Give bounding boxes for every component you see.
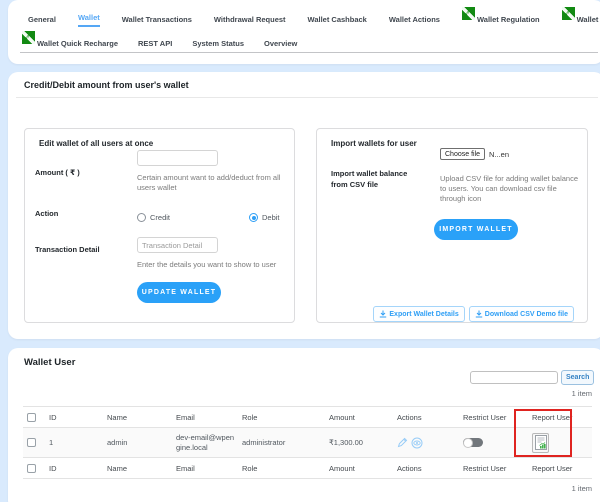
cell-report-user [528, 428, 592, 458]
header-restrict-user: Restrict User [463, 412, 507, 422]
select-all-checkbox[interactable] [27, 412, 36, 422]
restrict-user-toggle[interactable] [463, 437, 483, 448]
credit-radio[interactable]: Credit [137, 207, 170, 225]
download-icon [475, 310, 482, 318]
header-report-user: Report User [532, 412, 573, 422]
tab-wallet-regulation[interactable]: pro Wallet Regulation [461, 7, 540, 27]
tab-wallet-quick-recharge[interactable]: pro Wallet Quick Recharge [22, 31, 118, 51]
tab-general[interactable]: General [28, 15, 56, 24]
footer-restrict-user: Restrict User [463, 463, 507, 473]
cell-amount: ₹1,300.00 [329, 438, 363, 447]
update-wallet-button[interactable]: UPDATE WALLET [137, 282, 221, 303]
wallet-user-title: Wallet User [24, 357, 76, 368]
export-wallet-details-button[interactable]: Export Wallet Details [373, 306, 465, 322]
debit-radio-icon[interactable] [249, 213, 258, 222]
table-row: 1 admin dev-email@wpengine.local adminis… [23, 427, 592, 458]
tab-rest-api[interactable]: REST API [138, 39, 173, 48]
search-input[interactable] [470, 371, 558, 384]
header-role: Role [242, 412, 258, 422]
edit-card-title: Edit wallet of all users at once [39, 139, 154, 148]
transaction-detail-input[interactable] [137, 237, 218, 253]
download-icon [380, 310, 387, 318]
cell-id: 1 [49, 438, 54, 447]
cell-role: administrator [242, 438, 286, 447]
header-actions: Actions [397, 412, 422, 422]
import-balance-label: Import wallet balance from CSV file [331, 169, 408, 190]
cell-restrict-user [459, 428, 528, 458]
choose-file-button[interactable]: Choose file [440, 148, 486, 160]
tab-wallet-cashback[interactable]: Wallet Cashback [307, 15, 367, 24]
header-email: Email [176, 412, 195, 422]
footer-id: ID [49, 463, 57, 473]
tab-overview[interactable]: Overview [264, 39, 298, 48]
pro-ribbon-icon: pro [22, 31, 35, 44]
debit-radio[interactable]: Debit [249, 207, 280, 225]
transaction-detail-label: Transaction Detail [35, 245, 100, 254]
footer-actions: Actions [397, 463, 422, 473]
select-all-checkbox-bottom[interactable] [27, 463, 36, 473]
header-id: ID [49, 412, 57, 422]
tab-withdrawal-request[interactable]: Withdrawal Request [213, 15, 286, 24]
import-help: Upload CSV file for adding wallet balanc… [440, 174, 578, 204]
cell-name: admin [107, 438, 128, 447]
tab-wallet-actions[interactable]: Wallet Actions [388, 15, 440, 24]
edit-pencil-icon[interactable] [397, 437, 408, 448]
item-count-top: 1 item [571, 389, 592, 398]
tab-system-status[interactable]: System Status [192, 39, 244, 48]
import-wallet-button[interactable]: IMPORT WALLET [434, 219, 518, 240]
footer-name: Name [107, 463, 128, 473]
report-user-icon[interactable] [532, 432, 549, 453]
tabs-panel: General Wallet Wallet Transactions Withd… [8, 0, 600, 64]
pro-ribbon-icon: pro [561, 7, 575, 20]
action-label: Action [35, 209, 59, 218]
tabs-divider [20, 52, 598, 53]
tab-row-2: pro Wallet Quick Recharge REST API System… [22, 31, 298, 51]
view-eye-icon[interactable] [411, 437, 423, 449]
amount-help: Certain amount want to add/deduct from a… [137, 173, 281, 193]
tab-wallet[interactable]: Wallet [77, 13, 100, 27]
item-count-bottom: 1 item [571, 484, 592, 493]
header-name: Name [107, 412, 128, 422]
credit-debit-panel: Credit/Debit amount from user's wallet E… [8, 72, 600, 339]
pro-ribbon-icon: pro [461, 7, 475, 20]
credit-radio-icon[interactable] [137, 213, 146, 222]
section-title: Credit/Debit amount from user's wallet [24, 80, 189, 90]
edit-wallet-card: Edit wallet of all users at once Amount … [24, 128, 295, 323]
amount-label: Amount ( ₹ ) [35, 168, 80, 177]
file-chosen-text: N...en [489, 150, 510, 159]
report-document-icon [534, 435, 547, 450]
import-card-title: Import wallets for user [331, 139, 417, 148]
footer-email: Email [176, 463, 195, 473]
toggle-knob [463, 437, 473, 448]
wallet-user-panel: Wallet User Search 1 item ID Name Email … [8, 348, 600, 502]
cell-email: dev-email@wpengine.local [176, 432, 235, 452]
transaction-help: Enter the details you want to show to us… [137, 260, 277, 269]
search-button[interactable]: Search [561, 370, 595, 385]
table-header-row: ID Name Email Role Amount Actions Restri… [23, 406, 592, 428]
cell-actions [393, 428, 459, 458]
tab-wallet-transactions[interactable]: Wallet Transactions [121, 15, 192, 24]
footer-amount: Amount [329, 463, 355, 473]
header-amount: Amount [329, 412, 355, 422]
footer-report-user: Report User [532, 463, 573, 473]
import-wallet-card: Import wallets for user Choose file N...… [316, 128, 588, 323]
wallet-user-table: ID Name Email Role Amount Actions Restri… [23, 406, 592, 479]
amount-input[interactable] [137, 150, 218, 166]
footer-role: Role [242, 463, 258, 473]
section-divider [16, 97, 598, 98]
table-footer-row: ID Name Email Role Amount Actions Restri… [23, 457, 592, 479]
row-checkbox[interactable] [27, 438, 36, 448]
export-button-row: Export Wallet Details Download CSV Demo … [373, 306, 574, 322]
download-csv-demo-button[interactable]: Download CSV Demo file [468, 306, 574, 322]
tab-row-1: General Wallet Wallet Transactions Withd… [28, 7, 600, 27]
